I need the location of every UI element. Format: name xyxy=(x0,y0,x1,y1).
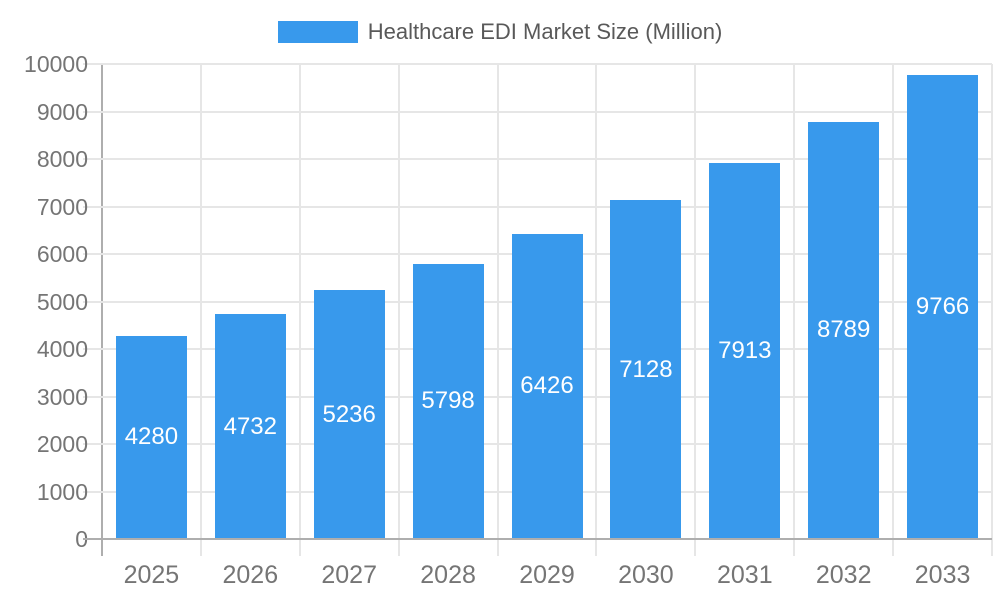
y-axis-tick-label: 1000 xyxy=(36,478,88,505)
horizontal-gridline xyxy=(83,63,992,65)
bar-value-label: 5798 xyxy=(421,387,475,415)
bar-2025[interactable]: 4280 xyxy=(115,335,187,539)
x-axis-label: 2032 xyxy=(815,561,872,589)
x-axis-label: 2029 xyxy=(519,561,575,589)
y-axis-tick-label: 0 xyxy=(75,526,88,552)
x-axis-label: 2033 xyxy=(914,561,971,589)
y-axis-tick-label: 4000 xyxy=(36,336,88,362)
y-axis-tick-label: 5000 xyxy=(36,288,88,315)
bar-2031[interactable]: 7913 xyxy=(709,163,781,539)
bar-2029[interactable]: 6426 xyxy=(511,233,583,539)
x-axis-line xyxy=(83,538,992,540)
vertical-gridline xyxy=(892,64,895,556)
bar-2028[interactable]: 5798 xyxy=(412,263,484,539)
y-axis-line xyxy=(101,64,103,556)
y-axis-tick-label: 3000 xyxy=(36,383,88,410)
bar-value-label: 5236 xyxy=(322,400,376,428)
vertical-gridline xyxy=(496,64,499,556)
bar-value-label: 8789 xyxy=(816,316,871,344)
vertical-gridline xyxy=(694,64,697,556)
x-axis-label: 2031 xyxy=(716,561,773,589)
horizontal-gridline xyxy=(83,205,992,208)
bar-value-label: 7913 xyxy=(718,336,772,364)
y-axis-tick-label: 9000 xyxy=(36,98,88,125)
x-axis-label: 2027 xyxy=(321,561,377,589)
x-axis-label: 2030 xyxy=(618,561,674,589)
bar-2030[interactable]: 7128 xyxy=(610,200,682,539)
y-axis-tick-label: 10000 xyxy=(24,51,88,77)
bar-value-label: 6426 xyxy=(520,372,574,400)
legend-swatch xyxy=(277,21,358,43)
bar-value-label: 7128 xyxy=(619,355,673,383)
x-axis-label: 2026 xyxy=(222,561,279,589)
vertical-gridline xyxy=(199,64,202,556)
horizontal-gridline xyxy=(83,158,992,160)
bar-2026[interactable]: 4732 xyxy=(214,314,286,539)
bar-2027[interactable]: 5236 xyxy=(313,290,385,539)
vertical-gridline xyxy=(298,64,301,556)
x-axis-label: 2025 xyxy=(123,561,180,589)
x-axis-label: 2028 xyxy=(420,561,476,589)
vertical-gridline xyxy=(991,64,993,556)
bar-2032[interactable]: 8789 xyxy=(808,121,880,539)
legend[interactable]: Healthcare EDI Market Size (Million) xyxy=(0,18,1000,46)
vertical-gridline xyxy=(397,64,400,556)
horizontal-gridline xyxy=(83,110,992,113)
bar-2033[interactable]: 9766 xyxy=(907,75,979,539)
y-axis-tick-label: 6000 xyxy=(36,241,88,267)
vertical-gridline xyxy=(595,64,598,556)
bar-value-label: 9766 xyxy=(915,292,970,320)
bar-value-label: 4280 xyxy=(124,423,179,451)
y-axis-tick-label: 7000 xyxy=(36,193,88,220)
legend-label: Healthcare EDI Market Size (Million) xyxy=(367,19,723,44)
bar-value-label: 4732 xyxy=(223,412,277,440)
vertical-gridline xyxy=(793,64,796,556)
y-axis-tick-label: 2000 xyxy=(36,431,88,457)
y-axis-tick-label: 8000 xyxy=(36,146,88,172)
